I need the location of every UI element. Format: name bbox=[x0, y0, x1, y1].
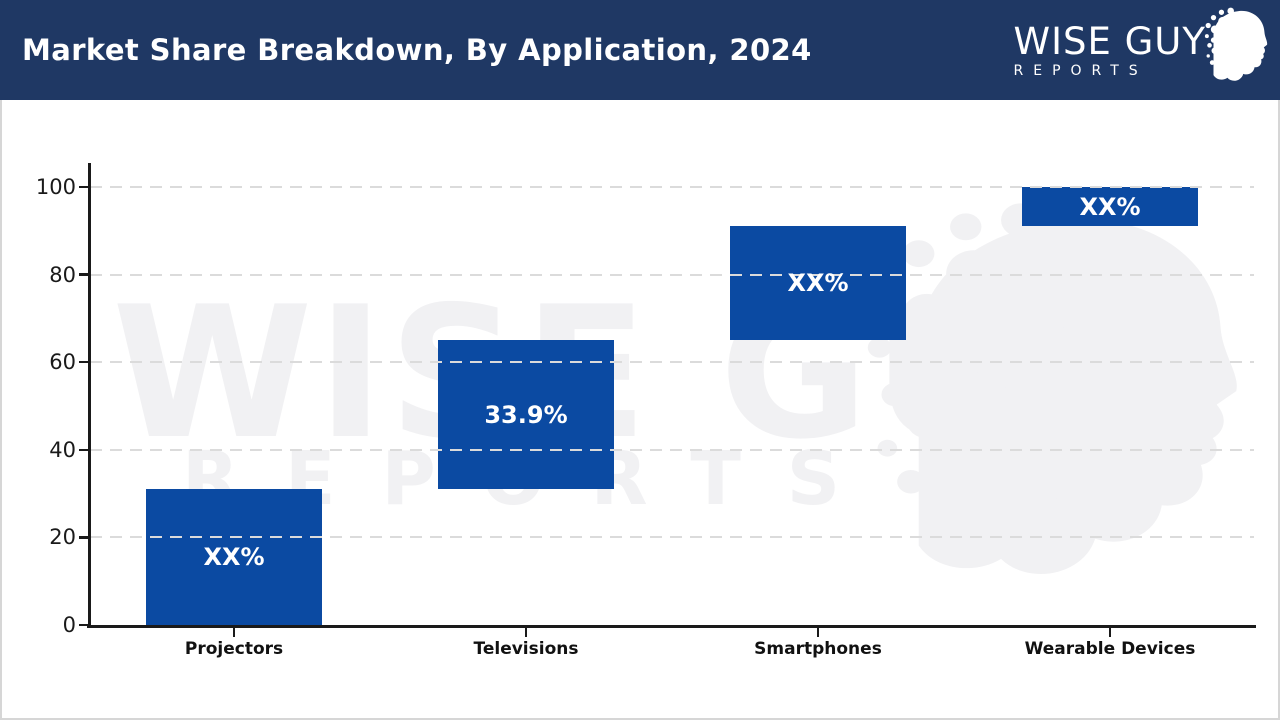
y-tick-label: 0 bbox=[62, 613, 76, 637]
y-tick-label: 60 bbox=[49, 350, 76, 375]
gridline-80 bbox=[90, 273, 1254, 276]
bar-value-label: XX% bbox=[787, 269, 849, 298]
x-category-label: Smartphones bbox=[754, 639, 882, 659]
y-tick-label: 40 bbox=[49, 437, 76, 462]
logo-subtitle: REPORTS bbox=[1013, 62, 1148, 79]
x-category-label: Televisions bbox=[473, 639, 579, 659]
bar-value-label: XX% bbox=[203, 542, 265, 571]
gridline-100 bbox=[90, 186, 1254, 188]
bar-televisions bbox=[438, 340, 614, 489]
logo-head-profile-icon bbox=[1200, 7, 1272, 93]
y-tick-mark bbox=[79, 185, 88, 189]
chart-header: Market Share Breakdown, By Application, … bbox=[0, 0, 1280, 100]
x-axis-line bbox=[87, 625, 1256, 628]
x-tick-mark bbox=[232, 628, 236, 637]
x-tick-mark bbox=[1108, 628, 1112, 637]
watermark-head-profile-icon bbox=[856, 200, 1248, 636]
y-tick-mark bbox=[79, 536, 88, 539]
y-tick-label: 20 bbox=[49, 525, 76, 550]
y-tick-mark bbox=[79, 273, 88, 276]
page-title: Market Share Breakdown, By Application, … bbox=[22, 33, 812, 67]
bar-value-label: 33.9% bbox=[484, 400, 568, 429]
bar-wearable-devices bbox=[1022, 187, 1198, 227]
bar-projectors bbox=[146, 488, 322, 625]
y-tick-label: 80 bbox=[49, 262, 76, 287]
bar-smartphones bbox=[730, 226, 906, 341]
x-category-label: Projectors bbox=[184, 639, 284, 659]
logo-text: WISE GUY REPORTS bbox=[1014, 23, 1206, 78]
x-category-label: Wearable Devices bbox=[1024, 639, 1196, 659]
gridline-20 bbox=[90, 536, 1254, 539]
x-tick-mark bbox=[524, 628, 528, 637]
gridline-60 bbox=[90, 361, 1254, 364]
x-tick-mark bbox=[816, 628, 820, 637]
logo-wordmark: WISE GUY bbox=[1013, 19, 1206, 63]
y-tick-label: 100 bbox=[35, 175, 76, 199]
y-axis-line bbox=[88, 163, 91, 626]
gridline-40 bbox=[90, 448, 1254, 451]
y-tick-mark bbox=[79, 623, 88, 627]
y-tick-mark bbox=[79, 448, 88, 451]
bar-value-label: XX% bbox=[1079, 192, 1141, 221]
y-tick-mark bbox=[79, 361, 88, 364]
wise-guy-logo: WISE GUY REPORTS bbox=[1014, 7, 1272, 93]
